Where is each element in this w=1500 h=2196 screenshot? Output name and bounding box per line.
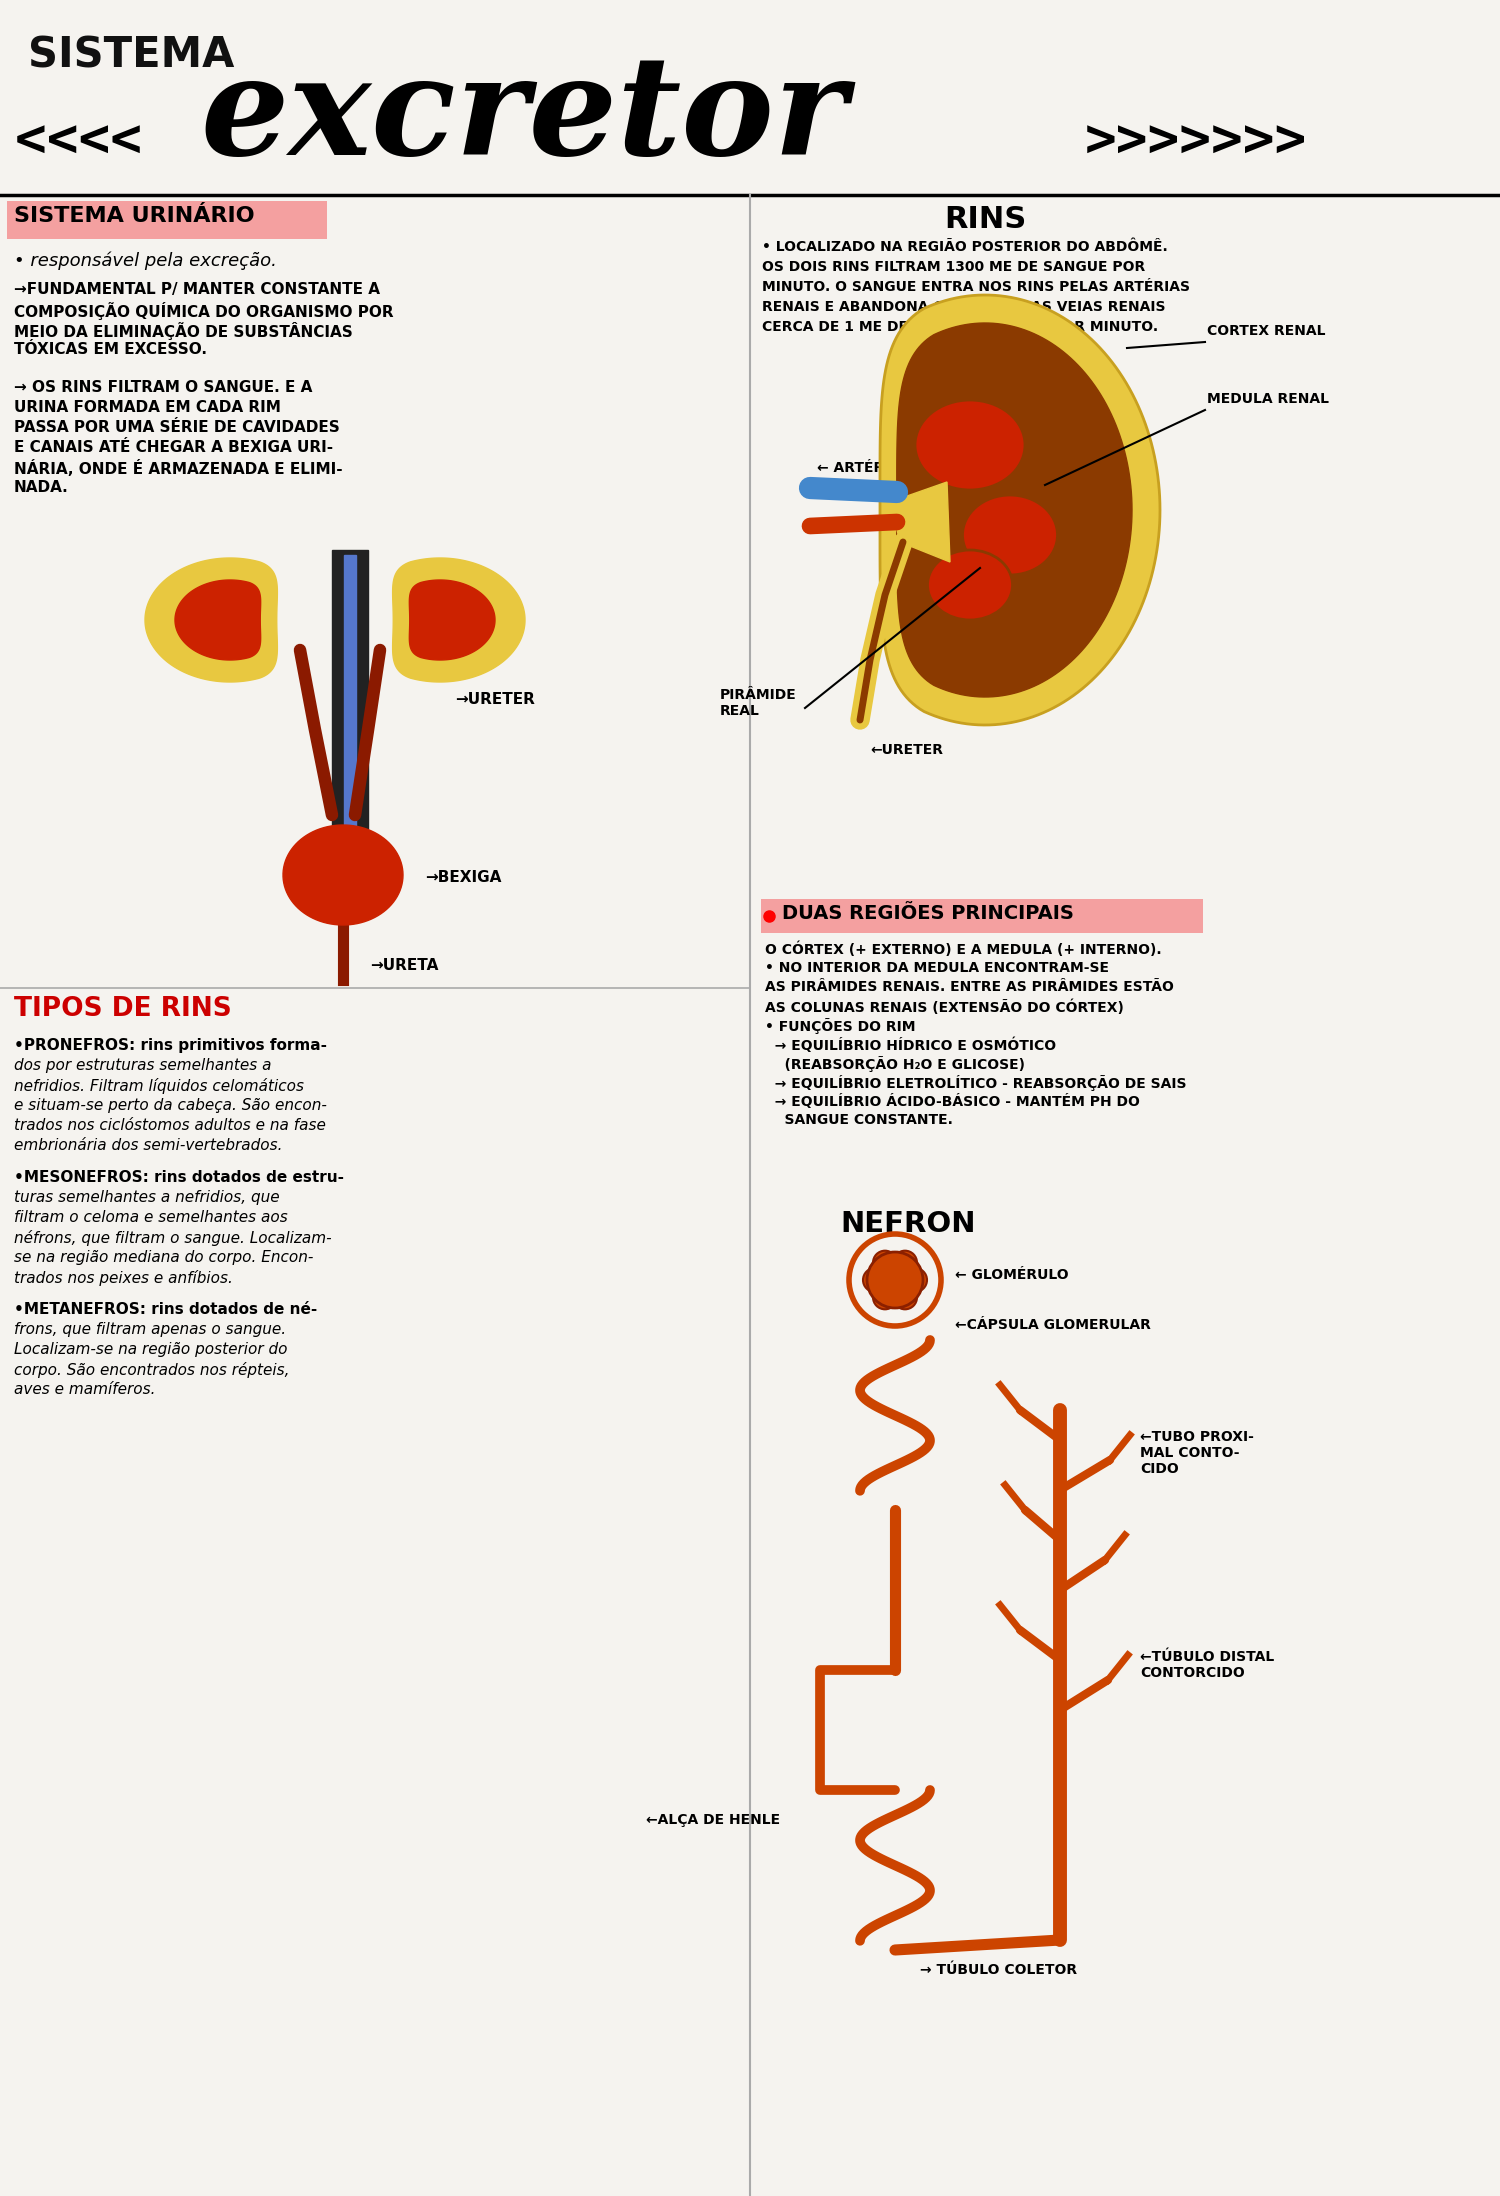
Text: frons, que filtram apenas o sangue.: frons, que filtram apenas o sangue. xyxy=(13,1322,286,1337)
Text: O CÓRTEX (+ EXTERNO) E A MEDULA (+ INTERNO).: O CÓRTEX (+ EXTERNO) E A MEDULA (+ INTER… xyxy=(765,942,1161,957)
Text: ←CÁPSULA GLOMERULAR: ←CÁPSULA GLOMERULAR xyxy=(956,1318,1150,1333)
Polygon shape xyxy=(880,294,1160,725)
Text: → EQUILÍBRIO HÍDRICO E OSMÓTICO: → EQUILÍBRIO HÍDRICO E OSMÓTICO xyxy=(765,1037,1056,1052)
Text: dos por estruturas semelhantes a: dos por estruturas semelhantes a xyxy=(13,1058,272,1074)
Text: filtram o celoma e semelhantes aos: filtram o celoma e semelhantes aos xyxy=(13,1210,288,1225)
Text: →FUNDAMENTAL P/ MANTER CONSTANTE A: →FUNDAMENTAL P/ MANTER CONSTANTE A xyxy=(13,281,380,296)
Circle shape xyxy=(873,1252,897,1274)
Text: TÓXICAS EM EXCESSO.: TÓXICAS EM EXCESSO. xyxy=(13,343,207,358)
Circle shape xyxy=(862,1267,886,1291)
Text: ←TUBO PROXI-
MAL CONTO-
CIDO: ←TUBO PROXI- MAL CONTO- CIDO xyxy=(1140,1430,1254,1476)
Ellipse shape xyxy=(927,549,1013,619)
Text: ← VEIA RENAL: ← VEIA RENAL xyxy=(818,518,926,531)
Circle shape xyxy=(892,1285,916,1309)
Text: → EQUILÍBRIO ÁCIDO-BÁSICO - MANTÉM PH DO: → EQUILÍBRIO ÁCIDO-BÁSICO - MANTÉM PH DO xyxy=(765,1094,1140,1109)
Text: Localizam-se na região posterior do: Localizam-se na região posterior do xyxy=(13,1342,288,1357)
Text: • FUNÇÕES DO RIM: • FUNÇÕES DO RIM xyxy=(765,1019,915,1034)
Text: nefridios. Filtram líquidos celomáticos: nefridios. Filtram líquidos celomáticos xyxy=(13,1078,304,1094)
Text: • LOCALIZADO NA REGIÃO POSTERIOR DO ABDÔMÊ.: • LOCALIZADO NA REGIÃO POSTERIOR DO ABDÔ… xyxy=(762,239,1167,255)
Text: <<<<: <<<< xyxy=(15,114,174,167)
Text: (REABSORÇÃO H₂O E GLICOSE): (REABSORÇÃO H₂O E GLICOSE) xyxy=(765,1056,1024,1072)
Text: embrionária dos semi-vertebrados.: embrionária dos semi-vertebrados. xyxy=(13,1138,282,1153)
FancyBboxPatch shape xyxy=(760,898,1203,933)
Text: TIPOS DE RINS: TIPOS DE RINS xyxy=(13,997,231,1021)
Circle shape xyxy=(903,1267,927,1291)
Text: ← GLOMÉRULO: ← GLOMÉRULO xyxy=(956,1267,1068,1282)
Text: CERCA DE 1 ME DE URINA FORMADO POR MINUTO.: CERCA DE 1 ME DE URINA FORMADO POR MINUT… xyxy=(762,321,1158,334)
Text: RINS: RINS xyxy=(944,204,1026,235)
Circle shape xyxy=(867,1252,922,1309)
Text: MINUTO. O SANGUE ENTRA NOS RINS PELAS ARTÉRIAS: MINUTO. O SANGUE ENTRA NOS RINS PELAS AR… xyxy=(762,281,1190,294)
Text: • responsável pela excreção.: • responsável pela excreção. xyxy=(13,253,278,270)
Polygon shape xyxy=(284,826,404,925)
Text: excretor: excretor xyxy=(200,51,847,184)
Polygon shape xyxy=(344,556,355,885)
Ellipse shape xyxy=(963,494,1058,575)
Polygon shape xyxy=(176,580,261,661)
Circle shape xyxy=(873,1285,897,1309)
Text: AS COLUNAS RENAIS (EXTENSÃO DO CÓRTEX): AS COLUNAS RENAIS (EXTENSÃO DO CÓRTEX) xyxy=(765,999,1124,1015)
Text: → OS RINS FILTRAM O SANGUE. E A: → OS RINS FILTRAM O SANGUE. E A xyxy=(13,380,312,395)
Text: ←URETER: ←URETER xyxy=(870,742,944,758)
Text: MEIO DA ELIMINAÇÃO DE SUBSTÂNCIAS: MEIO DA ELIMINAÇÃO DE SUBSTÂNCIAS xyxy=(13,323,352,340)
Text: aves e mamíferos.: aves e mamíferos. xyxy=(13,1381,156,1397)
Text: →RIM: →RIM xyxy=(450,578,495,593)
Text: ← ARTÉRIA RENAL: ← ARTÉRIA RENAL xyxy=(818,461,957,474)
Text: OS DOIS RINS FILTRAM 1300 ME DE SANGUE POR: OS DOIS RINS FILTRAM 1300 ME DE SANGUE P… xyxy=(762,259,1146,274)
Text: SISTEMA: SISTEMA xyxy=(28,35,234,77)
Polygon shape xyxy=(146,558,278,683)
Text: COMPOSIÇÃO QUÍMICA DO ORGANISMO POR: COMPOSIÇÃO QUÍMICA DO ORGANISMO POR xyxy=(13,303,393,321)
Text: PIRÂMIDE
REAL: PIRÂMIDE REAL xyxy=(720,687,797,718)
Text: CORTEX RENAL: CORTEX RENAL xyxy=(1208,325,1326,338)
Text: → TÚBULO COLETOR: → TÚBULO COLETOR xyxy=(920,1963,1077,1976)
Text: PASSA POR UMA SÉRIE DE CAVIDADES: PASSA POR UMA SÉRIE DE CAVIDADES xyxy=(13,419,339,435)
Ellipse shape xyxy=(915,400,1024,490)
Text: trados nos ciclóstomos adultos e na fase: trados nos ciclóstomos adultos e na fase xyxy=(13,1118,326,1133)
Text: →URETER: →URETER xyxy=(454,692,536,707)
Text: NÁRIA, ONDE É ARMAZENADA E ELIMI-: NÁRIA, ONDE É ARMAZENADA E ELIMI- xyxy=(13,459,342,477)
Text: →URETA: →URETA xyxy=(370,957,438,973)
Polygon shape xyxy=(410,580,495,661)
Polygon shape xyxy=(393,558,525,683)
Text: ←TÚBULO DISTAL
CONTORCIDO: ←TÚBULO DISTAL CONTORCIDO xyxy=(1140,1649,1274,1680)
Text: AS PIRÂMIDES RENAIS. ENTRE AS PIRÂMIDES ESTÃO: AS PIRÂMIDES RENAIS. ENTRE AS PIRÂMIDES … xyxy=(765,979,1174,995)
Text: turas semelhantes a nefridios, que: turas semelhantes a nefridios, que xyxy=(13,1190,279,1206)
Text: SANGUE CONSTANTE.: SANGUE CONSTANTE. xyxy=(765,1113,952,1127)
Text: URINA FORMADA EM CADA RIM: URINA FORMADA EM CADA RIM xyxy=(13,400,280,415)
Text: ←ALÇA DE HENLE: ←ALÇA DE HENLE xyxy=(646,1814,780,1827)
Text: • NO INTERIOR DA MEDULA ENCONTRAM-SE: • NO INTERIOR DA MEDULA ENCONTRAM-SE xyxy=(765,962,1108,975)
Text: DUAS REGIÕES PRINCIPAIS: DUAS REGIÕES PRINCIPAIS xyxy=(782,905,1074,922)
Polygon shape xyxy=(890,481,950,562)
Text: →BEXIGA: →BEXIGA xyxy=(424,870,501,885)
Text: → EQUILÍBRIO ELETROLÍTICO - REABSORÇÃO DE SAIS: → EQUILÍBRIO ELETROLÍTICO - REABSORÇÃO D… xyxy=(765,1076,1186,1091)
Text: >>>>>>>: >>>>>>> xyxy=(1084,114,1306,167)
Text: trados nos peixes e anfíbios.: trados nos peixes e anfíbios. xyxy=(13,1269,232,1287)
Text: •PRONEFROS: rins primitivos forma-: •PRONEFROS: rins primitivos forma- xyxy=(13,1039,327,1054)
Text: •METANEFROS: rins dotados de né-: •METANEFROS: rins dotados de né- xyxy=(13,1302,318,1318)
Text: corpo. São encontrados nos répteis,: corpo. São encontrados nos répteis, xyxy=(13,1362,290,1379)
Text: se na região mediana do corpo. Encon-: se na região mediana do corpo. Encon- xyxy=(13,1250,314,1265)
Circle shape xyxy=(892,1252,916,1274)
Text: néfrons, que filtram o sangue. Localizam-: néfrons, que filtram o sangue. Localizam… xyxy=(13,1230,332,1245)
Text: E CANAIS ATÉ CHEGAR A BEXIGA URI-: E CANAIS ATÉ CHEGAR A BEXIGA URI- xyxy=(13,439,333,455)
Text: SISTEMA URINÁRIO: SISTEMA URINÁRIO xyxy=(13,206,255,226)
FancyBboxPatch shape xyxy=(8,202,327,239)
Text: NEFRON: NEFRON xyxy=(840,1210,975,1239)
Text: RENAIS E ABANDONA OS RINS PELAS VEIAS RENAIS: RENAIS E ABANDONA OS RINS PELAS VEIAS RE… xyxy=(762,301,1166,314)
Text: NADA.: NADA. xyxy=(13,481,69,494)
Polygon shape xyxy=(897,323,1132,696)
Polygon shape xyxy=(332,549,368,889)
Text: e situam-se perto da cabeça. São encon-: e situam-se perto da cabeça. São encon- xyxy=(13,1098,327,1113)
Text: •MESONEFROS: rins dotados de estru-: •MESONEFROS: rins dotados de estru- xyxy=(13,1170,344,1186)
Text: MEDULA RENAL: MEDULA RENAL xyxy=(1208,393,1329,406)
